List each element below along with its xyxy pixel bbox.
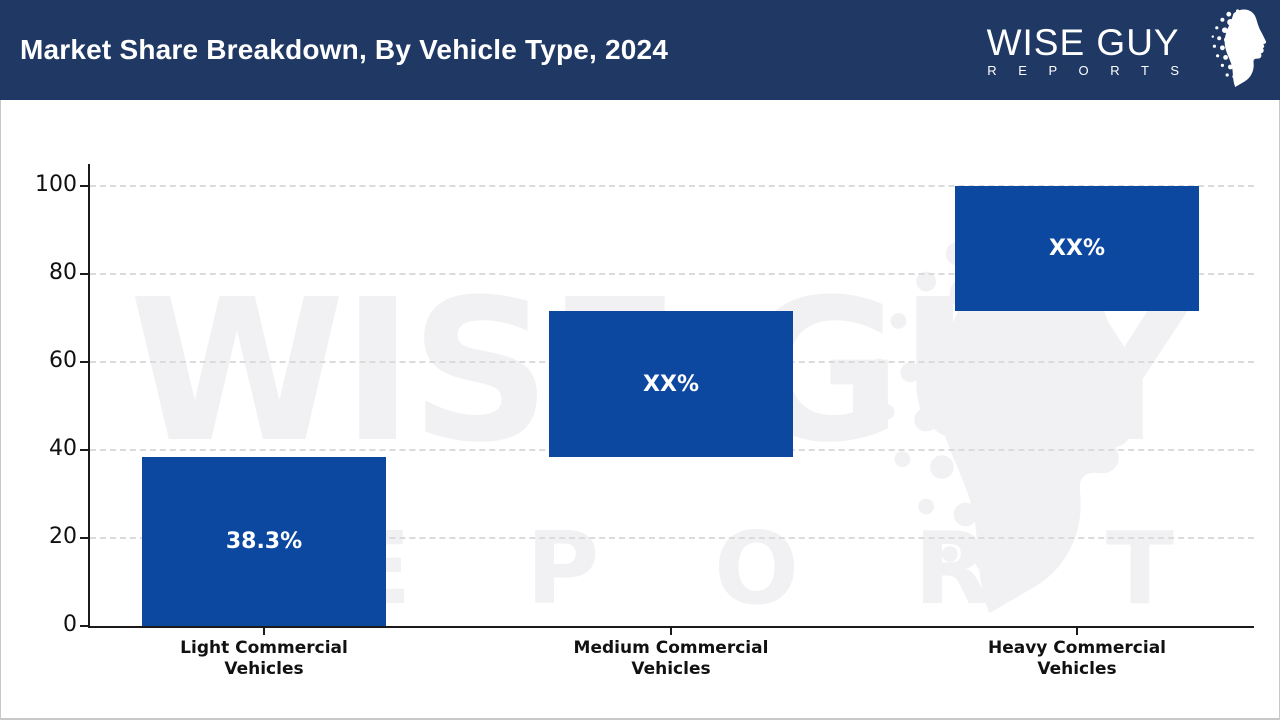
- x-category-line1: Medium Commercial: [573, 638, 769, 658]
- x-tick-mark: [670, 628, 672, 635]
- x-category-label: Light Commercial Vehicles: [119, 638, 409, 680]
- bar-value-label: XX%: [1049, 235, 1105, 261]
- header-bar: Market Share Breakdown, By Vehicle Type,…: [0, 0, 1280, 100]
- page-title: Market Share Breakdown, By Vehicle Type,…: [20, 34, 669, 65]
- y-tick-label: 60: [49, 348, 77, 373]
- bar: XX%: [955, 186, 1199, 311]
- bar-value-label: XX%: [643, 371, 699, 397]
- x-category-label: Medium Commercial Vehicles: [526, 638, 816, 680]
- y-tick-label: 80: [49, 260, 77, 285]
- x-category-line2: Vehicles: [631, 659, 711, 679]
- bar-value-label: 38.3%: [225, 529, 303, 555]
- y-tick-mark: [80, 185, 88, 187]
- y-tick-mark: [80, 361, 88, 363]
- y-axis: [88, 164, 90, 628]
- x-axis: [88, 626, 1254, 628]
- y-tick-label: 100: [35, 172, 77, 197]
- x-tick-mark: [263, 628, 265, 635]
- wiseguy-face-icon: [1211, 9, 1267, 87]
- chart-area: WISE GUY R E P O R T S 02040608010038.3%…: [0, 100, 1280, 720]
- x-category-line2: Vehicles: [224, 659, 304, 679]
- gridline: [90, 273, 1254, 275]
- brand-wordmark: WISE GUY: [986, 21, 1180, 63]
- gridline: [90, 537, 1254, 539]
- y-tick-mark: [80, 273, 88, 275]
- x-category-line1: Heavy Commercial: [987, 638, 1166, 658]
- gridline: [90, 185, 1254, 187]
- brand-logo-text: WISE GUY R E P O R T S: [978, 21, 1188, 79]
- y-tick-label: 0: [63, 612, 77, 637]
- bar: XX%: [549, 310, 793, 458]
- y-tick-mark: [80, 625, 88, 627]
- brand-logo: WISE GUY R E P O R T S: [987, 6, 1274, 96]
- bar: 38.3%: [142, 457, 386, 626]
- y-tick-label: 40: [49, 436, 77, 461]
- x-tick-mark: [1076, 628, 1078, 635]
- y-tick-mark: [80, 449, 88, 451]
- x-category-label: Heavy Commercial Vehicles: [932, 638, 1222, 680]
- x-category-line1: Light Commercial: [180, 638, 348, 658]
- y-tick-label: 20: [49, 524, 77, 549]
- x-category-line2: Vehicles: [1037, 659, 1117, 679]
- brand-tagline: R E P O R T S: [987, 63, 1188, 79]
- y-tick-mark: [80, 537, 88, 539]
